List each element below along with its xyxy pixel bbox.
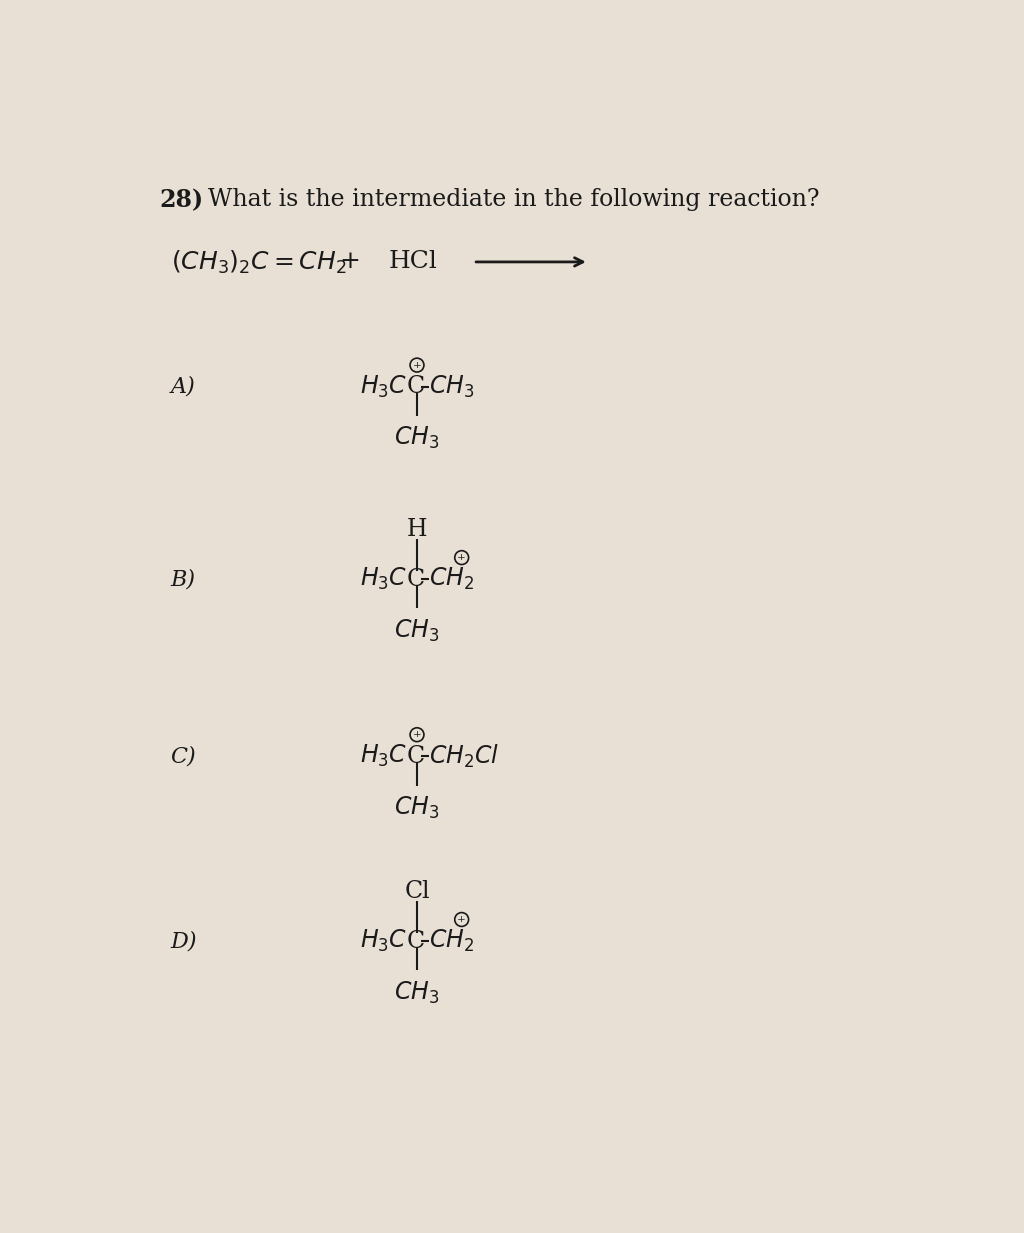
Text: Cl: Cl [404, 879, 430, 903]
Text: $CH_3$: $CH_3$ [394, 425, 439, 451]
Text: $CH_3$: $CH_3$ [429, 374, 475, 399]
Text: H: H [407, 518, 427, 540]
Text: What is the intermediate in the following reaction?: What is the intermediate in the followin… [208, 187, 819, 211]
Text: C: C [407, 745, 425, 768]
Text: $H_3C$: $H_3C$ [360, 743, 408, 769]
Text: $CH_2$: $CH_2$ [429, 928, 474, 954]
Text: $CH_2Cl$: $CH_2Cl$ [429, 742, 500, 769]
Text: 28): 28) [160, 187, 204, 212]
Text: $CH_3$: $CH_3$ [394, 618, 439, 644]
Text: +: + [413, 730, 421, 740]
Text: $(CH_3)_2C=CH_2$: $(CH_3)_2C=CH_2$ [171, 248, 346, 275]
Text: +: + [413, 360, 421, 370]
Text: $H_3C$: $H_3C$ [360, 374, 408, 399]
Text: C: C [407, 375, 425, 398]
Text: $H_3C$: $H_3C$ [360, 566, 408, 592]
Text: +: + [458, 554, 466, 562]
Text: C: C [407, 567, 425, 591]
Text: B): B) [171, 568, 196, 591]
Text: A): A) [171, 376, 196, 398]
Text: HCl: HCl [388, 250, 437, 274]
Text: $CH_3$: $CH_3$ [394, 979, 439, 1006]
Text: +: + [340, 250, 360, 274]
Text: $H_3C$: $H_3C$ [360, 928, 408, 954]
Text: D): D) [171, 930, 197, 952]
Text: $CH_2$: $CH_2$ [429, 566, 474, 592]
Text: $CH_3$: $CH_3$ [394, 795, 439, 821]
Text: C: C [407, 930, 425, 953]
Text: C): C) [171, 745, 197, 767]
Text: +: + [458, 915, 466, 924]
